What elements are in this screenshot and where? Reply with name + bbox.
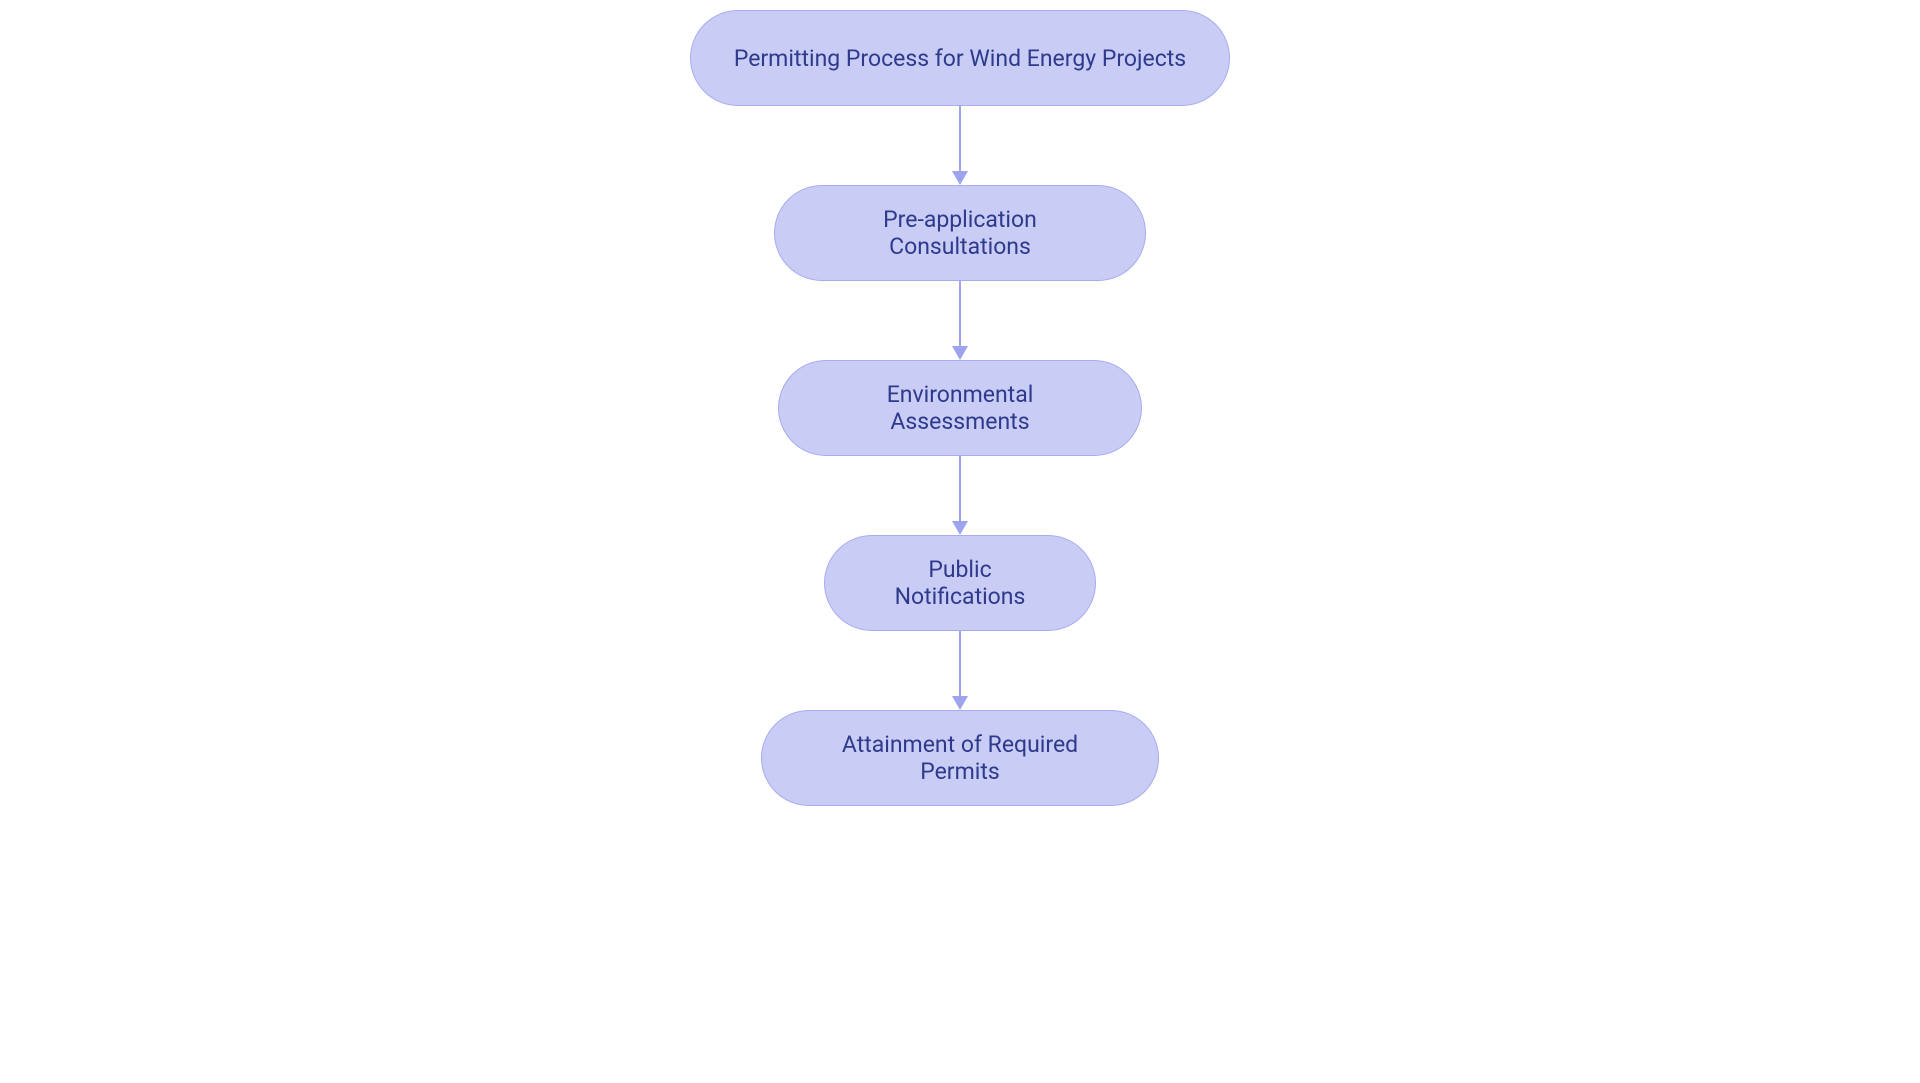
arrow-line [959, 456, 961, 521]
node-label: Pre-application Consultations [815, 206, 1105, 260]
arrow-head-icon [952, 696, 968, 710]
flowchart-arrow [952, 106, 968, 185]
arrow-line [959, 106, 961, 171]
arrow-line [959, 631, 961, 696]
node-label: Public Notifications [865, 556, 1055, 610]
flowchart-arrow [952, 456, 968, 535]
flowchart-node-3: Environmental Assessments [778, 360, 1142, 456]
arrow-head-icon [952, 346, 968, 360]
arrow-head-icon [952, 171, 968, 185]
node-label: Attainment of Required Permits [802, 731, 1118, 785]
flowchart-node-2: Pre-application Consultations [774, 185, 1146, 281]
flowchart-container: Permitting Process for Wind Energy Proje… [690, 10, 1230, 806]
node-label: Environmental Assessments [819, 381, 1101, 435]
flowchart-node-1: Permitting Process for Wind Energy Proje… [690, 10, 1230, 106]
flowchart-arrow [952, 631, 968, 710]
arrow-line [959, 281, 961, 346]
node-label: Permitting Process for Wind Energy Proje… [734, 45, 1186, 72]
flowchart-arrow [952, 281, 968, 360]
flowchart-node-4: Public Notifications [824, 535, 1096, 631]
arrow-head-icon [952, 521, 968, 535]
flowchart-node-5: Attainment of Required Permits [761, 710, 1159, 806]
